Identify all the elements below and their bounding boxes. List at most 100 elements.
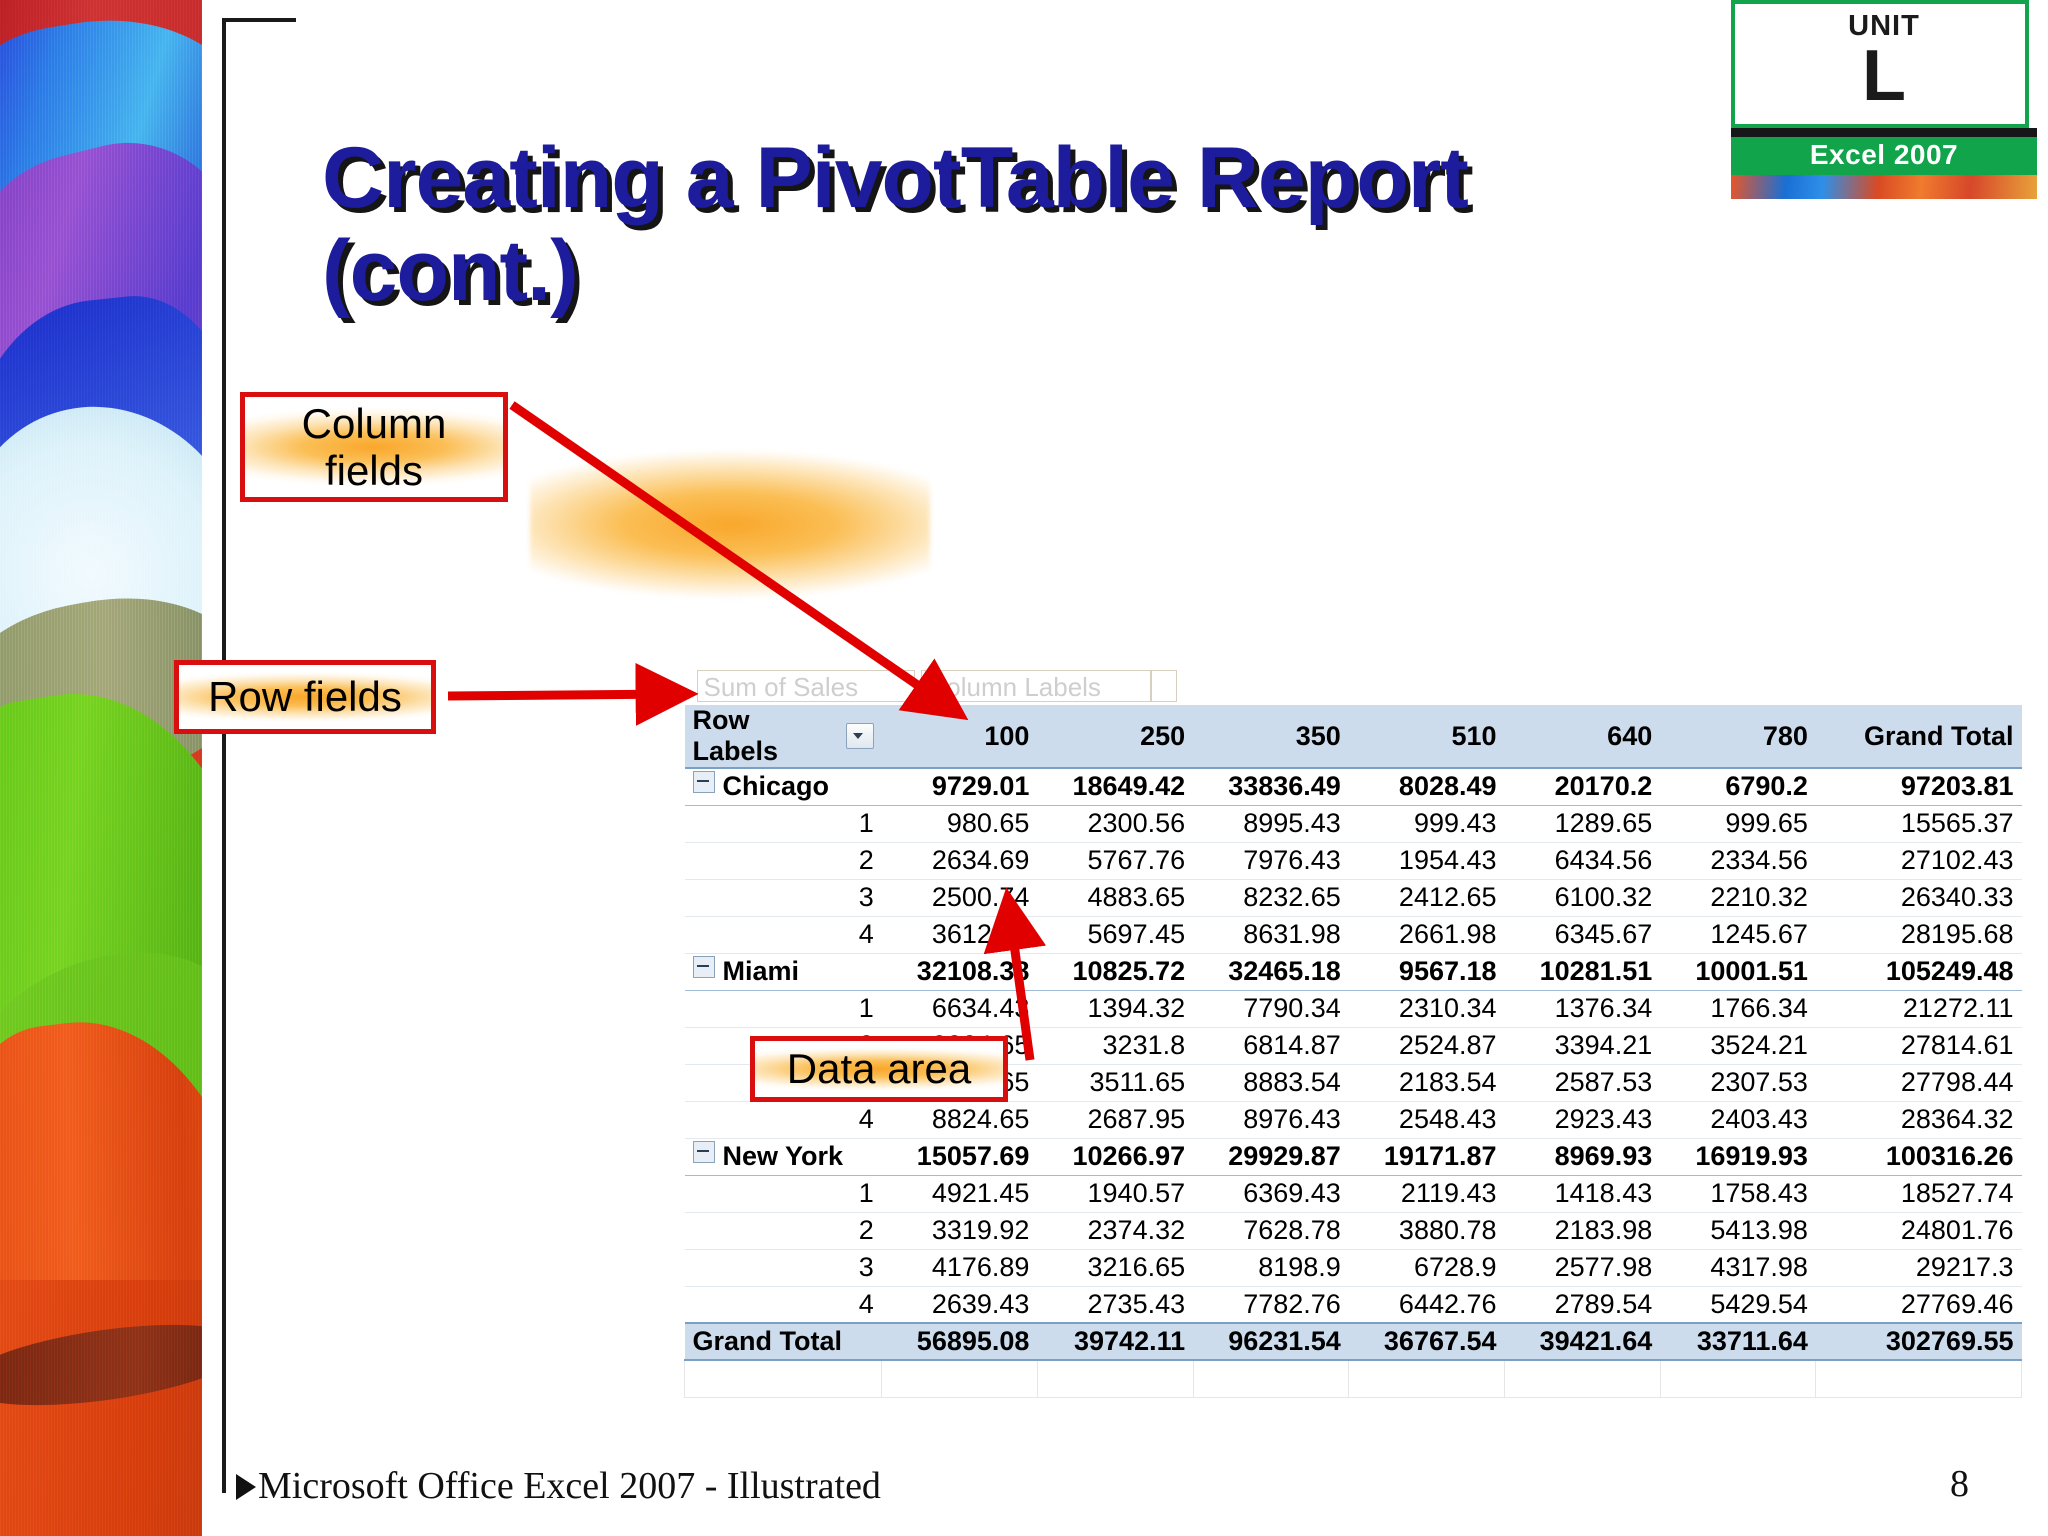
pivot-value-cell[interactable]: 10825.72 xyxy=(1037,952,1194,991)
pivot-value-cell[interactable]: 7782.76 xyxy=(1193,1286,1349,1324)
pivot-value-cell[interactable]: 302769.55 xyxy=(1815,1322,2022,1361)
pivot-value-cell[interactable]: 36767.54 xyxy=(1348,1322,1505,1361)
pivot-value-cell[interactable]: 6369.43 xyxy=(1193,1175,1349,1213)
pivot-value-cell[interactable]: 8969.93 xyxy=(1504,1137,1661,1176)
pivot-value-cell[interactable]: 2334.56 xyxy=(1660,842,1816,880)
pivot-value-cell[interactable]: 27798.44 xyxy=(1815,1064,2022,1102)
pivot-value-cell[interactable]: 2183.98 xyxy=(1504,1212,1661,1250)
pivot-value-cell[interactable]: 3880.78 xyxy=(1348,1212,1505,1250)
pivot-value-cell[interactable]: 5697.45 xyxy=(1037,916,1194,954)
pivot-value-cell[interactable]: 2307.53 xyxy=(1660,1064,1816,1102)
pivot-value-cell[interactable]: 980.65 xyxy=(881,805,1038,843)
pivot-value-cell[interactable]: 27769.46 xyxy=(1815,1286,2022,1324)
row-labels-filter-icon[interactable] xyxy=(845,723,874,749)
pivot-value-cell[interactable]: 27102.43 xyxy=(1815,842,2022,880)
pivot-value-cell[interactable]: 2183.54 xyxy=(1348,1064,1505,1102)
pivot-value-cell[interactable]: 6634.43 xyxy=(881,990,1038,1028)
pivot-value-cell[interactable]: 16919.93 xyxy=(1660,1137,1816,1176)
pivot-value-cell[interactable]: 96231.54 xyxy=(1193,1322,1349,1361)
pivot-value-cell[interactable]: 28364.32 xyxy=(1815,1101,2022,1139)
pivot-value-cell[interactable]: 19171.87 xyxy=(1348,1137,1505,1176)
pivot-value-cell[interactable]: 18649.42 xyxy=(1037,767,1194,806)
pivot-value-cell[interactable]: 2548.43 xyxy=(1348,1101,1505,1139)
row-labels-header-cell[interactable]: Row Labels xyxy=(684,705,882,769)
pivot-value-cell[interactable]: 2923.43 xyxy=(1504,1101,1661,1139)
column-labels-filter-icon[interactable] xyxy=(1150,669,1177,702)
pivot-value-cell[interactable]: 21272.11 xyxy=(1815,990,2022,1028)
pivot-value-cell[interactable]: 3524.21 xyxy=(1660,1027,1816,1065)
pivot-value-cell[interactable]: 2735.43 xyxy=(1037,1286,1194,1324)
pivot-row-label-cell[interactable]: Chicago xyxy=(684,767,882,806)
pivot-value-cell[interactable]: 10266.97 xyxy=(1037,1137,1194,1176)
pivot-value-cell[interactable]: 8198.9 xyxy=(1193,1249,1349,1287)
pivot-value-cell[interactable]: 2300.56 xyxy=(1037,805,1194,843)
pivot-value-cell[interactable]: 105249.48 xyxy=(1815,952,2022,991)
pivot-value-cell[interactable]: 8028.49 xyxy=(1348,767,1505,806)
pivot-value-cell[interactable]: 9729.01 xyxy=(881,767,1038,806)
pivot-value-cell[interactable]: 27814.61 xyxy=(1815,1027,2022,1065)
pivot-row-label-cell[interactable]: 4 xyxy=(684,916,882,954)
pivot-value-cell[interactable]: 1376.34 xyxy=(1504,990,1661,1028)
pivot-row-label-cell[interactable]: 2 xyxy=(684,842,882,880)
pivot-value-cell[interactable]: 2639.43 xyxy=(881,1286,1038,1324)
pivot-value-cell[interactable]: 1245.67 xyxy=(1660,916,1816,954)
pivot-value-cell[interactable]: 2577.98 xyxy=(1504,1249,1661,1287)
pivot-value-cell[interactable]: 1289.65 xyxy=(1504,805,1661,843)
pivot-value-cell[interactable]: 6814.87 xyxy=(1193,1027,1349,1065)
pivot-value-cell[interactable]: 3319.92 xyxy=(881,1212,1038,1250)
pivot-value-cell[interactable]: 6790.2 xyxy=(1660,767,1816,806)
pivot-value-cell[interactable]: 15565.37 xyxy=(1815,805,2022,843)
pivot-value-cell[interactable]: 4883.65 xyxy=(1037,879,1194,917)
pivot-value-cell[interactable]: 39421.64 xyxy=(1504,1322,1661,1361)
pivot-value-cell[interactable]: 3511.65 xyxy=(1037,1064,1194,1102)
pivot-value-cell[interactable]: 6728.9 xyxy=(1348,1249,1505,1287)
pivot-row-label-cell[interactable]: 4 xyxy=(684,1286,882,1324)
pivot-value-cell[interactable]: 1758.43 xyxy=(1660,1175,1816,1213)
pivot-value-cell[interactable]: 10281.51 xyxy=(1504,952,1661,991)
pivot-value-cell[interactable]: 100316.26 xyxy=(1815,1137,2022,1176)
pivot-value-cell[interactable]: 8824.65 xyxy=(881,1101,1038,1139)
pivot-value-cell[interactable]: 2634.69 xyxy=(881,842,1038,880)
pivot-value-cell[interactable]: 6442.76 xyxy=(1348,1286,1505,1324)
pivot-value-cell[interactable]: 2661.98 xyxy=(1348,916,1505,954)
pivot-value-cell[interactable]: 1394.32 xyxy=(1037,990,1194,1028)
sum-of-sales-field[interactable]: Sum of Sales xyxy=(696,669,915,702)
pivot-column-header[interactable]: Grand Total xyxy=(1815,705,2022,769)
pivot-value-cell[interactable]: 15057.69 xyxy=(881,1137,1038,1176)
pivot-value-cell[interactable]: 33711.64 xyxy=(1660,1322,1816,1361)
pivot-value-cell[interactable]: 8232.65 xyxy=(1193,879,1349,917)
pivot-value-cell[interactable]: 8976.43 xyxy=(1193,1101,1349,1139)
pivot-value-cell[interactable]: 1418.43 xyxy=(1504,1175,1661,1213)
pivot-value-cell[interactable]: 56895.08 xyxy=(881,1322,1038,1361)
pivot-column-header[interactable]: 350 xyxy=(1193,705,1349,769)
pivot-value-cell[interactable]: 8631.98 xyxy=(1193,916,1349,954)
pivot-value-cell[interactable]: 3231.8 xyxy=(1037,1027,1194,1065)
pivot-value-cell[interactable]: 18527.74 xyxy=(1815,1175,2022,1213)
collapse-icon[interactable] xyxy=(692,771,715,794)
pivot-value-cell[interactable]: 28195.68 xyxy=(1815,916,2022,954)
pivot-value-cell[interactable]: 5767.76 xyxy=(1037,842,1194,880)
pivot-value-cell[interactable]: 9567.18 xyxy=(1348,952,1505,991)
pivot-value-cell[interactable]: 29217.3 xyxy=(1815,1249,2022,1287)
pivot-value-cell[interactable]: 7790.34 xyxy=(1193,990,1349,1028)
pivot-row-label-cell[interactable]: Miami xyxy=(684,952,882,991)
pivot-value-cell[interactable]: 1940.57 xyxy=(1037,1175,1194,1213)
pivot-value-cell[interactable]: 7628.78 xyxy=(1193,1212,1349,1250)
pivot-value-cell[interactable]: 999.43 xyxy=(1348,805,1505,843)
pivot-column-header[interactable]: 510 xyxy=(1348,705,1505,769)
pivot-value-cell[interactable]: 33836.49 xyxy=(1193,767,1349,806)
pivot-row-label-cell[interactable]: 3 xyxy=(684,1249,882,1287)
pivot-value-cell[interactable]: 39742.11 xyxy=(1037,1322,1194,1361)
pivot-value-cell[interactable]: 1954.43 xyxy=(1348,842,1505,880)
pivot-value-cell[interactable]: 4921.45 xyxy=(881,1175,1038,1213)
pivot-value-cell[interactable]: 20170.2 xyxy=(1504,767,1661,806)
pivot-column-header[interactable]: 250 xyxy=(1037,705,1194,769)
pivot-column-header[interactable]: 100 xyxy=(881,705,1038,769)
collapse-icon[interactable] xyxy=(692,1141,715,1163)
collapse-icon[interactable] xyxy=(692,956,715,978)
pivot-value-cell[interactable]: 7976.43 xyxy=(1193,842,1349,880)
pivot-value-cell[interactable]: 2310.34 xyxy=(1348,990,1505,1028)
pivot-value-cell[interactable]: 2687.95 xyxy=(1037,1101,1194,1139)
pivot-value-cell[interactable]: 2210.32 xyxy=(1660,879,1816,917)
pivot-value-cell[interactable]: 2374.32 xyxy=(1037,1212,1194,1250)
